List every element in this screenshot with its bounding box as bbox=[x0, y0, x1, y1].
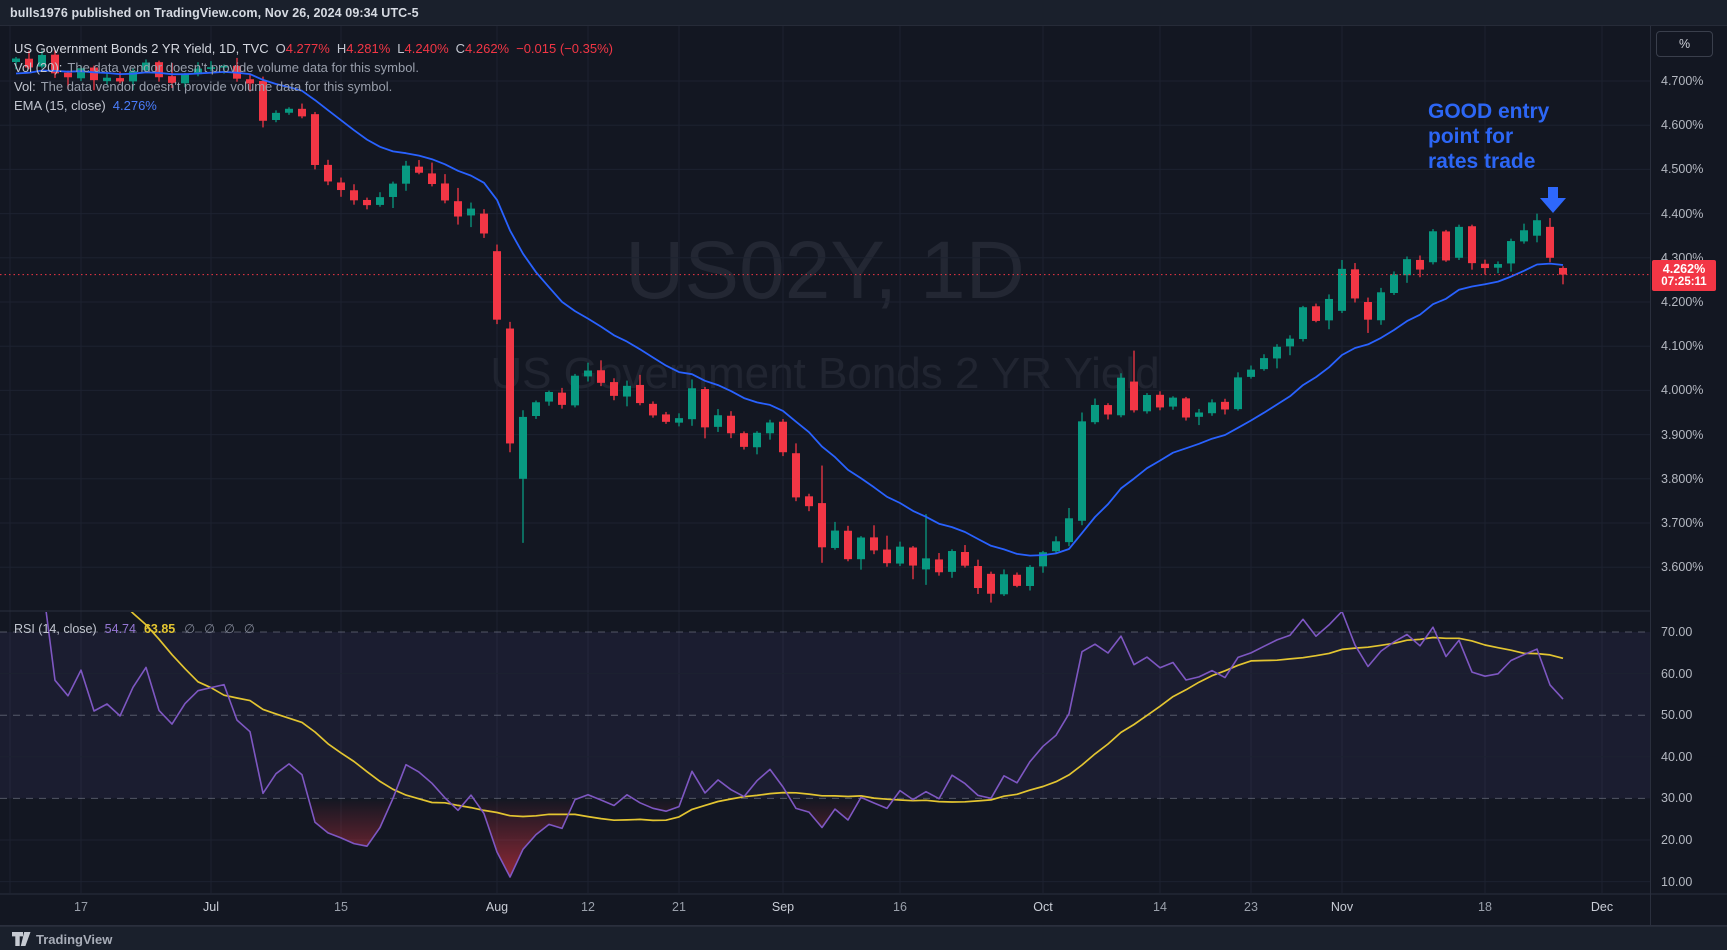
annotation-line: GOOD entry bbox=[1428, 100, 1550, 123]
vol-message: The data vendor doesn't provide volume d… bbox=[40, 79, 393, 94]
ema-value: 4.276% bbox=[112, 98, 157, 113]
rsi-tick-label: 30.00 bbox=[1661, 791, 1693, 806]
last-price-badge: 4.262% 07:25:11 bbox=[1652, 260, 1716, 291]
rsi-axis[interactable] bbox=[1650, 612, 1727, 894]
price-tick-label: 3.600% bbox=[1661, 560, 1704, 575]
rsi-empty-value: ∅ bbox=[224, 622, 235, 636]
time-tick-label: Jul bbox=[203, 900, 219, 914]
price-tick-label: 4.500% bbox=[1661, 162, 1704, 177]
price-scale-unit-button[interactable]: % bbox=[1656, 31, 1713, 57]
down-arrow-icon[interactable] bbox=[1540, 187, 1566, 213]
price-tick-label: 4.100% bbox=[1661, 339, 1704, 354]
legend-ema-row[interactable]: EMA (15, close) 4.276% bbox=[14, 96, 613, 115]
rsi-title: RSI (14, close) bbox=[14, 621, 97, 636]
time-tick-label: Aug bbox=[485, 900, 509, 914]
time-tick-label: 12 bbox=[581, 900, 595, 914]
legend-vol-row[interactable]: Vol: The data vendor doesn't provide volu… bbox=[14, 77, 613, 96]
low-value: 4.240% bbox=[404, 41, 449, 56]
time-tick-label: 16 bbox=[893, 900, 907, 914]
price-tick-label: 4.700% bbox=[1661, 74, 1704, 88]
rsi-tick-label: 50.00 bbox=[1661, 708, 1693, 723]
time-tick-label: 23 bbox=[1244, 900, 1258, 914]
price-tick-label: 4.200% bbox=[1661, 295, 1704, 309]
time-tick-label: Sep bbox=[771, 900, 795, 914]
legend-vol20-row[interactable]: Vol (20): The data vendor doesn't provide… bbox=[14, 58, 613, 77]
publish-bar: bulls1976 published on TradingView.com, … bbox=[0, 0, 1727, 26]
price-tick-label: 4.600% bbox=[1661, 118, 1704, 133]
rsi-tick-label: 20.00 bbox=[1661, 833, 1693, 847]
rsi-legend[interactable]: RSI (14, close) 54.74 63.85 ∅ ∅ ∅ ∅ bbox=[14, 620, 255, 637]
time-axis[interactable] bbox=[0, 894, 1650, 925]
rsi-line bbox=[45, 612, 1564, 878]
rsi-tick-label: 10.00 bbox=[1661, 874, 1693, 889]
close-value: 4.262% bbox=[465, 41, 510, 56]
price-axis[interactable] bbox=[1650, 26, 1727, 611]
annotation-note[interactable]: GOOD entry point for rates trade bbox=[1428, 99, 1549, 174]
rsi-ma-value: 63.85 bbox=[143, 621, 176, 636]
annotation-line: point for bbox=[1428, 125, 1514, 148]
legend-symbol-row[interactable]: US Government Bonds 2 YR Yield, 1D, TVC O… bbox=[14, 39, 613, 58]
high-value: 4.281% bbox=[346, 41, 391, 56]
rsi-tick-label: 70.00 bbox=[1661, 625, 1693, 639]
price-tick-label: 3.800% bbox=[1661, 471, 1704, 486]
footer-bar: TradingView bbox=[0, 926, 1727, 950]
last-price-value: 4.262% bbox=[1662, 262, 1706, 276]
close-label: C bbox=[455, 41, 466, 56]
time-tick-label: Nov bbox=[1330, 900, 1354, 914]
footer-brand[interactable]: TradingView bbox=[36, 931, 113, 947]
ema-label: EMA (15, close) bbox=[14, 98, 106, 113]
rsi-tick-label: 60.00 bbox=[1661, 666, 1693, 681]
publish-text: bulls1976 published on TradingView.com, … bbox=[10, 5, 419, 20]
annotation-line: rates trade bbox=[1428, 150, 1536, 173]
symbol-legend: US Government Bonds 2 YR Yield, 1D, TVC O… bbox=[14, 39, 613, 115]
bar-countdown: 07:25:11 bbox=[1661, 276, 1707, 288]
price-tick-label: 3.700% bbox=[1661, 516, 1704, 530]
rsi-empty-value: ∅ bbox=[243, 622, 255, 636]
time-tick-label: Dec bbox=[1590, 900, 1614, 914]
rsi-hidden-values: ∅ ∅ ∅ ∅ bbox=[175, 621, 255, 636]
open-label: O bbox=[275, 41, 286, 56]
rsi-ma-line bbox=[130, 612, 1564, 822]
time-tick-label: 21 bbox=[672, 900, 686, 914]
rsi-empty-value: ∅ bbox=[204, 622, 216, 636]
symbol-title: US Government Bonds 2 YR Yield, 1D, TVC bbox=[14, 41, 269, 56]
time-tick-label: Oct bbox=[1033, 900, 1053, 914]
time-tick-label: 18 bbox=[1478, 900, 1492, 914]
price-tick-label: 4.000% bbox=[1661, 383, 1704, 398]
price-tick-label: 4.400% bbox=[1661, 206, 1704, 221]
high-label: H bbox=[336, 41, 347, 56]
tradingview-logo-icon[interactable] bbox=[12, 932, 31, 946]
time-tick-label: 15 bbox=[334, 900, 348, 914]
rsi-empty-value: ∅ bbox=[184, 622, 196, 636]
time-tick-label: 14 bbox=[1153, 900, 1167, 914]
time-tick-label: 17 bbox=[74, 900, 88, 914]
open-value: 4.277% bbox=[285, 41, 330, 56]
ema-line bbox=[15, 69, 1564, 557]
vol-label: Vol: bbox=[14, 79, 36, 94]
low-label: L bbox=[397, 41, 405, 56]
rsi-tick-label: 40.00 bbox=[1661, 749, 1693, 764]
candles-layer bbox=[12, 50, 1567, 603]
vol20-message: The data vendor doesn't provide volume d… bbox=[67, 60, 419, 75]
vol20-label: Vol (20): bbox=[14, 60, 63, 75]
change-value: −0.015 (−0.35%) bbox=[516, 41, 613, 56]
rsi-value: 54.74 bbox=[104, 621, 136, 636]
price-tick-label: 3.900% bbox=[1661, 427, 1704, 442]
